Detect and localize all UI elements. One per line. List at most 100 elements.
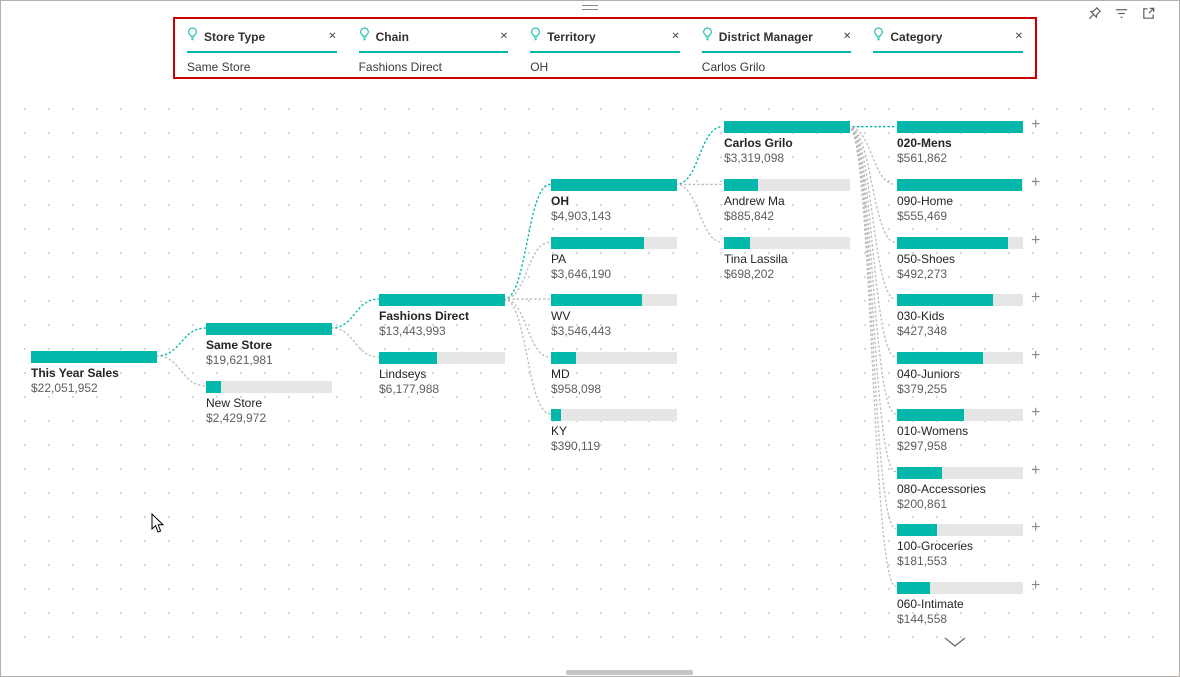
- drag-handle[interactable]: [582, 5, 598, 10]
- tree-node-lindseys[interactable]: Lindseys $6,177,988: [379, 352, 531, 396]
- lightbulb-icon: [187, 27, 198, 46]
- tree-node-md[interactable]: MD $958,098: [551, 352, 703, 396]
- node-label: Andrew Ma: [724, 194, 785, 208]
- tree-node-fashions-direct[interactable]: Fashions Direct $13,443,993: [379, 294, 531, 338]
- expand-node-button[interactable]: +: [1031, 232, 1041, 249]
- filter-icon[interactable]: [1112, 4, 1130, 22]
- node-bar-track: [551, 179, 677, 191]
- remove-level-icon[interactable]: ✕: [671, 30, 680, 42]
- tree-node-andrew-ma[interactable]: Andrew Ma $885,842: [724, 179, 876, 223]
- tree-node-030-kids[interactable]: 030-Kids $427,348 +: [897, 290, 1049, 338]
- show-more-chevron[interactable]: [942, 635, 968, 653]
- node-bar-track: [379, 352, 505, 364]
- expand-node-button[interactable]: +: [1031, 462, 1041, 479]
- node-value: $181,553: [897, 554, 948, 568]
- node-bar-track: [897, 582, 1023, 594]
- remove-level-icon[interactable]: ✕: [499, 30, 509, 42]
- lightbulb-icon: [530, 27, 541, 46]
- node-label: 080-Accessories: [897, 482, 986, 496]
- node-value: $492,273: [897, 267, 948, 281]
- node-bar-fill: [206, 323, 332, 335]
- node-bar-fill: [551, 179, 677, 191]
- tree-node-010-womens[interactable]: 010-Womens $297,958 +: [897, 405, 1049, 453]
- node-label: Lindseys: [379, 367, 427, 381]
- node-label: Tina Lassila: [724, 252, 788, 266]
- node-bar-fill: [897, 294, 993, 306]
- tree-node-this-year-sales[interactable]: This Year Sales $22,051,952: [31, 351, 183, 395]
- focus-mode-icon[interactable]: [1139, 4, 1157, 22]
- node-value: $19,621,981: [206, 353, 273, 367]
- expand-node-button[interactable]: +: [1031, 577, 1041, 594]
- highlight-box: Store Type ✕ Same Store Chain ✕ Fashions Dire…: [173, 17, 1037, 79]
- node-label: 060-Intimate: [897, 597, 964, 611]
- node-label: 040-Juniors: [897, 367, 960, 381]
- tree-node-090-home[interactable]: 090-Home $555,469 +: [897, 175, 1049, 223]
- node-bar-track: [724, 121, 850, 133]
- breadcrumb-district-manager[interactable]: District Manager ✕ Carlos Grilo: [701, 27, 852, 74]
- node-bar-fill: [897, 352, 983, 364]
- node-label: 090-Home: [897, 194, 954, 208]
- expand-node-button[interactable]: +: [1031, 404, 1041, 421]
- tree-node-060-intimate[interactable]: 060-Intimate $144,558 +: [897, 578, 1049, 626]
- breadcrumb-category[interactable]: Category ✕: [873, 27, 1023, 74]
- level-selected-value: Carlos Grilo: [701, 60, 766, 74]
- node-bar-fill: [206, 381, 221, 393]
- node-value: $885,842: [724, 209, 775, 223]
- node-bar-fill: [724, 237, 750, 249]
- node-bar-track: [206, 381, 332, 393]
- expand-node-button[interactable]: +: [1031, 174, 1041, 191]
- node-bar-track: [897, 121, 1023, 133]
- node-bar-fill: [551, 237, 644, 249]
- remove-level-icon[interactable]: ✕: [1014, 30, 1023, 42]
- tree-node-040-juniors[interactable]: 040-Juniors $379,255 +: [897, 348, 1049, 396]
- breadcrumb-territory[interactable]: Territory ✕ OH: [530, 27, 680, 74]
- node-label: Same Store: [206, 338, 273, 352]
- tree-node-tina-lassila[interactable]: Tina Lassila $698,202: [724, 237, 876, 281]
- node-label: Fashions Direct: [379, 309, 470, 323]
- level-label: Territory: [547, 29, 596, 44]
- tree-node-020-mens[interactable]: 020-Mens $561,862 +: [897, 117, 1049, 165]
- level-selected-value: OH: [530, 60, 549, 74]
- level-headers: Store Type ✕ Same Store Chain ✕ Fashions Dire…: [175, 19, 1035, 74]
- node-label: 050-Shoes: [897, 252, 956, 266]
- tree-node-new-store[interactable]: New Store $2,429,972: [206, 381, 358, 425]
- node-value: $200,861: [897, 497, 948, 511]
- node-label: 010-Womens: [897, 424, 969, 438]
- tree-node-same-store[interactable]: Same Store $19,621,981: [206, 323, 358, 367]
- lightbulb-icon: [873, 27, 884, 46]
- expand-node-button[interactable]: +: [1031, 116, 1041, 133]
- expand-node-button[interactable]: +: [1031, 347, 1041, 364]
- node-value: $379,255: [897, 382, 948, 396]
- remove-level-icon[interactable]: ✕: [843, 30, 852, 42]
- node-label: Carlos Grilo: [724, 136, 793, 150]
- tree-node-wv[interactable]: WV $3,546,443: [551, 294, 703, 338]
- node-value: $427,348: [897, 324, 948, 338]
- expand-node-button[interactable]: +: [1031, 519, 1041, 536]
- expand-node-button[interactable]: +: [1031, 289, 1041, 306]
- remove-level-icon[interactable]: ✕: [328, 30, 337, 42]
- tree-node-050-shoes[interactable]: 050-Shoes $492,273 +: [897, 233, 1049, 281]
- node-bar-track: [897, 467, 1023, 479]
- tree-node-ky[interactable]: KY $390,119: [551, 409, 703, 453]
- breadcrumb-chain[interactable]: Chain ✕ Fashions Direct: [358, 27, 509, 74]
- node-value: $3,646,190: [551, 267, 612, 281]
- node-bar-track: [897, 237, 1023, 249]
- tree-node-080-accessories[interactable]: 080-Accessories $200,861 +: [897, 463, 1049, 511]
- node-bar-fill: [379, 294, 505, 306]
- node-value: $6,177,988: [379, 382, 440, 396]
- tree-node-carlos-grilo[interactable]: Carlos Grilo $3,319,098: [724, 121, 876, 165]
- node-bar-fill: [551, 294, 642, 306]
- tree-node-100-groceries[interactable]: 100-Groceries $181,553 +: [897, 520, 1049, 568]
- node-bar-fill: [31, 351, 157, 363]
- lightbulb-icon: [702, 27, 713, 46]
- tree-node-oh[interactable]: OH $4,903,143: [551, 179, 703, 223]
- node-label: KY: [551, 424, 568, 438]
- pin-icon[interactable]: [1085, 4, 1103, 22]
- horizontal-scrollbar-thumb[interactable]: [566, 670, 693, 675]
- level-label: Chain: [375, 29, 409, 44]
- node-bar-track: [551, 352, 677, 364]
- breadcrumb-store-type[interactable]: Store Type ✕ Same Store: [187, 27, 337, 74]
- tree-node-pa[interactable]: PA $3,646,190: [551, 237, 703, 281]
- node-bar-track: [206, 323, 332, 335]
